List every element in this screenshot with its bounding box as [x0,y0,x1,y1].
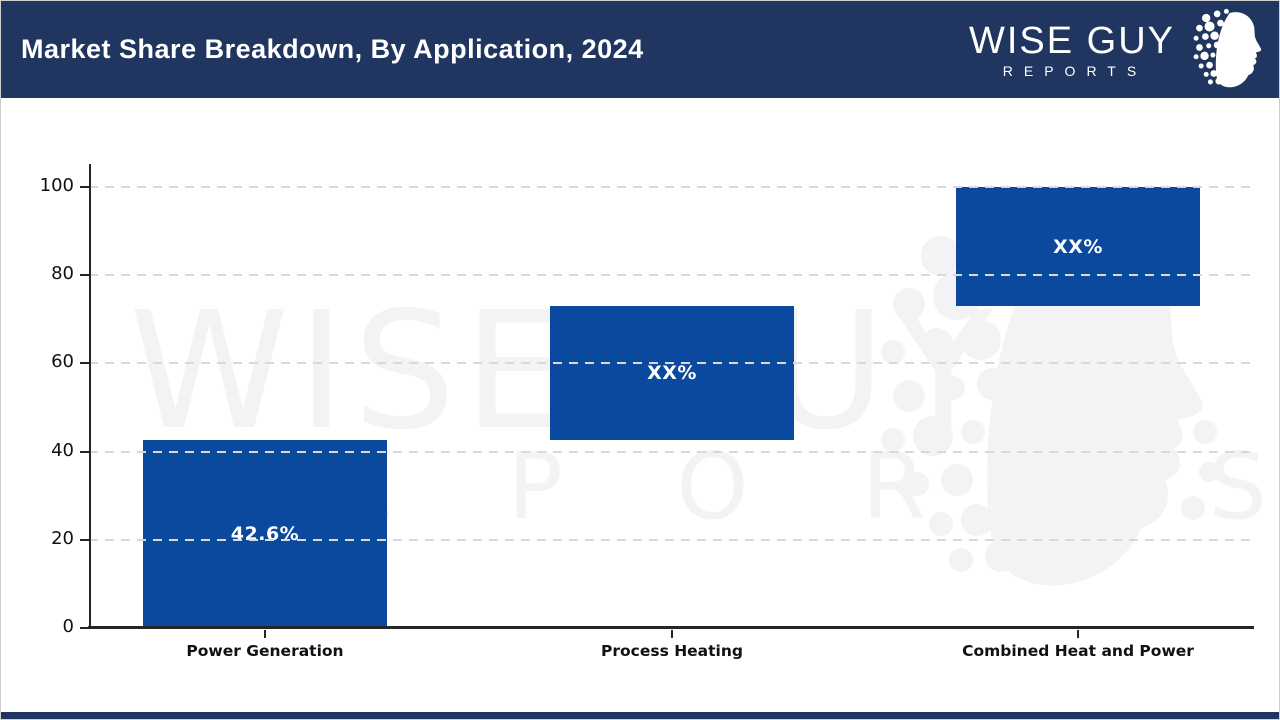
chart-header: Market Share Breakdown, By Application, … [1,1,1279,98]
y-tick-mark [80,450,89,453]
x-category-label: Power Generation [186,642,344,660]
y-tick-mark [80,274,89,277]
bar-value-label: XX% [1053,235,1103,258]
gridline-60 [89,362,1254,365]
y-tick-mark [80,186,89,188]
bar-value-label: 42.6% [230,523,300,546]
x-tick-mark [671,630,673,638]
page-title: Market Share Breakdown, By Application, … [21,34,644,64]
x-category-label: Process Heating [601,642,743,660]
bar-combined-heat-and-power[interactable]: XX% [956,187,1200,307]
bar-process-heating[interactable]: XX% [550,306,794,441]
y-tick-label: 0 [62,616,74,637]
y-tick-mark [80,538,89,541]
x-tick-mark [1077,630,1079,638]
y-tick-label: 60 [51,351,74,373]
logo-wiseguy-label: WISE GUY [968,19,1175,62]
bar-power-generation[interactable]: 42.6% [143,440,387,628]
gridline-40 [89,450,1254,453]
gridline-100 [89,186,1254,188]
logo-reports-label: REPORTS [1002,62,1148,79]
y-tick-label: 100 [39,175,74,196]
footer-accent-bar [1,712,1279,719]
y-tick-mark [80,627,89,629]
wiseguy-face-icon [1193,8,1262,87]
wiseguy-logo-text: WISE GUY REPORTS [969,21,1175,79]
y-tick-label: 40 [51,439,74,461]
gridline-20 [89,538,1254,541]
chart-area: WISE GUY R E P O R T S 0 20 40 60 80 100 [1,98,1279,714]
bar-value-label: XX% [647,362,697,385]
x-category-label: Combined Heat and Power [962,642,1194,660]
wiseguy-logo: WISE GUY REPORTS [969,8,1279,92]
gridline-80 [89,274,1254,277]
y-tick-label: 20 [51,527,74,549]
y-tick-mark [80,362,89,365]
x-tick-mark [264,630,266,638]
y-axis-line [89,164,91,628]
x-axis-line [88,626,1254,629]
y-tick-label: 80 [51,263,74,285]
